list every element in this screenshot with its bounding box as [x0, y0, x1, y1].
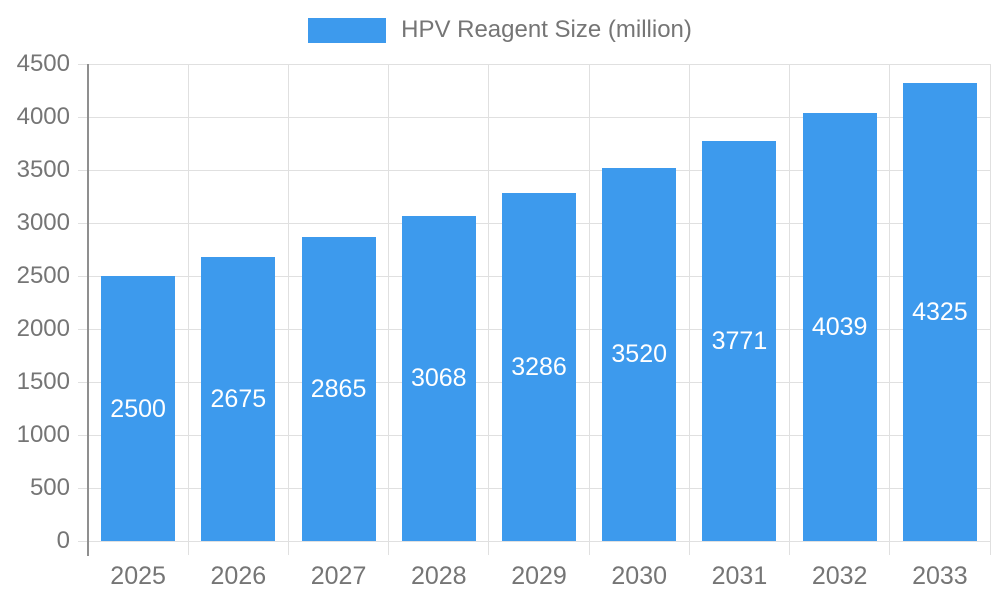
x-axis-tick-label: 2030 — [611, 562, 668, 590]
bar — [902, 82, 977, 541]
x-axis-tick-label: 2029 — [511, 562, 567, 590]
y-axis-tick-label: 4500 — [16, 50, 70, 77]
legend-item[interactable]: HPV Reagent Size (million) — [308, 16, 692, 44]
gridline-v — [789, 64, 791, 555]
bar — [802, 112, 877, 541]
gridline-v — [488, 64, 490, 555]
bar-value-label: 3068 — [410, 364, 467, 393]
bar-value-label: 3520 — [611, 340, 668, 369]
gridline-h — [78, 169, 990, 171]
legend-swatch-icon — [308, 17, 387, 43]
bar — [401, 215, 476, 541]
y-axis-tick-label: 500 — [29, 474, 70, 501]
y-axis-tick-label: 0 — [56, 527, 70, 554]
gridline-v — [889, 64, 891, 555]
bar-value-label: 4039 — [811, 312, 868, 341]
y-axis-tick-label: 2500 — [16, 262, 70, 289]
gridline-v — [688, 64, 690, 555]
gridline-v — [588, 64, 590, 555]
bar — [101, 276, 176, 541]
bar-value-label: 2675 — [210, 385, 267, 414]
x-axis-tick-label: 2028 — [410, 562, 467, 590]
bar-value-label: 4325 — [912, 297, 968, 326]
bar — [502, 192, 576, 541]
bar-value-label: 2865 — [310, 375, 367, 404]
x-axis-tick-label: 2032 — [811, 562, 868, 590]
gridline-v — [388, 64, 390, 555]
gridline-v — [989, 64, 991, 555]
bar-value-label: 2500 — [110, 394, 166, 423]
bar — [201, 257, 276, 541]
y-axis-tick-label: 3500 — [16, 156, 70, 183]
x-axis-tick-label: 2025 — [110, 562, 166, 590]
bar-value-label: 3771 — [711, 327, 768, 356]
legend-label: HPV Reagent Size (million) — [401, 16, 692, 43]
y-axis-line — [87, 64, 89, 556]
y-axis-tick-label: 1000 — [16, 421, 70, 448]
bar — [702, 141, 777, 541]
gridline-h — [78, 540, 990, 542]
gridline-v — [187, 64, 189, 555]
y-axis-tick-label: 1500 — [16, 368, 70, 395]
x-axis-tick-label: 2026 — [210, 562, 267, 590]
y-axis-tick-label: 3000 — [16, 209, 70, 236]
x-axis-tick-label: 2033 — [912, 562, 968, 590]
gridline-h — [78, 63, 990, 65]
bar-value-label: 3286 — [511, 352, 567, 381]
x-axis-tick-label: 2031 — [711, 562, 768, 590]
legend: HPV Reagent Size (million) — [0, 16, 1000, 44]
bar — [301, 237, 376, 541]
gridline-h — [78, 116, 990, 118]
y-axis-tick-label: 4000 — [16, 103, 70, 130]
bar — [602, 167, 677, 541]
y-axis-tick-label: 2000 — [16, 315, 70, 342]
gridline-v — [287, 64, 289, 555]
x-axis-tick-label: 2027 — [310, 562, 367, 590]
